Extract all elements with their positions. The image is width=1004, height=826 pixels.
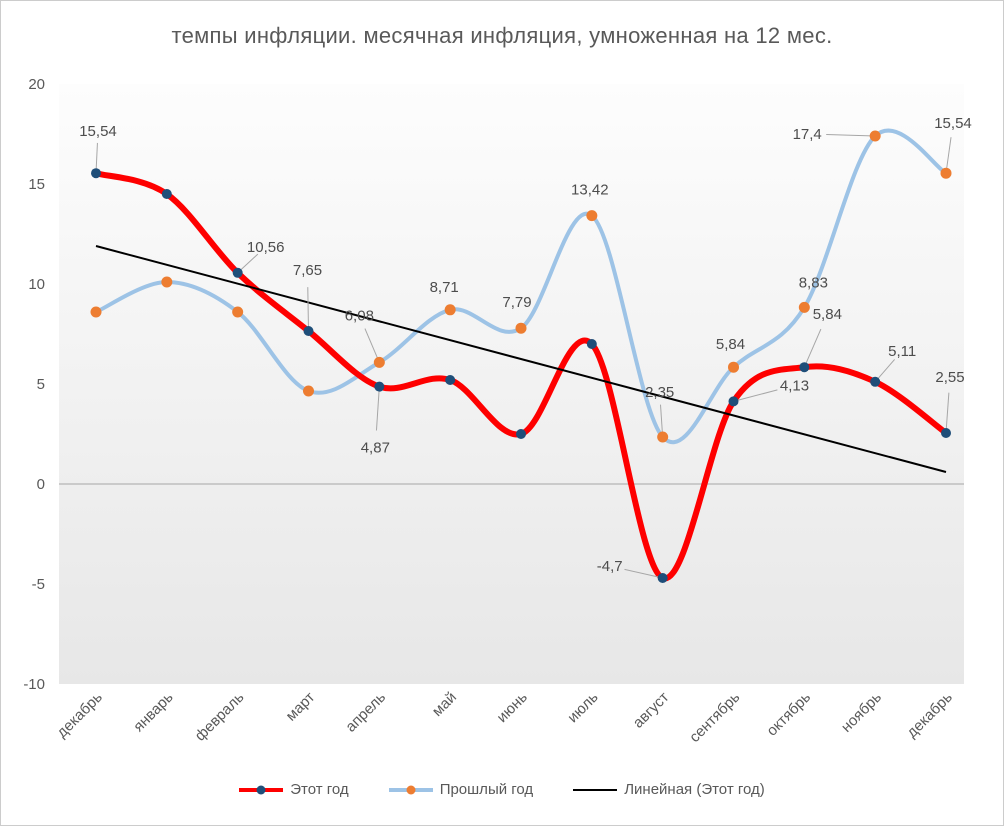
x-axis-category-label: ноябрь [838, 689, 885, 736]
plot-background [59, 84, 964, 684]
legend-key-icon [239, 785, 284, 794]
x-axis-category-label: май [429, 689, 460, 720]
series-line-1 [94, 128, 948, 445]
legend-item-1: Прошлый год [388, 781, 534, 798]
data-label-leader [803, 328, 822, 368]
x-axis-category-label: март [283, 689, 319, 725]
data-point-marker-0 [445, 375, 456, 385]
data-label: 8,83 [799, 274, 828, 291]
x-axis-category-label: июнь [494, 689, 531, 726]
y-axis-tick-label: 15 [28, 176, 45, 193]
x-axis-category-label: декабрь [53, 689, 106, 742]
data-label: 15,54 [934, 115, 972, 132]
legend-item-label: Линейная (Этот год) [624, 781, 765, 798]
legend-item-label: Прошлый год [439, 781, 534, 798]
data-point-marker-0 [657, 573, 668, 583]
legend-item-2: Линейная (Этот год) [573, 781, 765, 798]
data-label: 7,79 [502, 294, 531, 311]
data-label-leader [364, 328, 380, 363]
data-point-marker-0 [91, 168, 101, 179]
data-label-leader [307, 287, 309, 332]
data-label: 4,87 [361, 440, 390, 457]
data-point-marker-1 [586, 210, 598, 222]
x-axis-category-label: январь [130, 689, 177, 736]
data-label: 5,84 [813, 306, 842, 323]
series-line-0 [93, 170, 949, 582]
x-axis-category-label: октябрь [763, 689, 814, 740]
legend-key-icon [573, 788, 618, 791]
y-axis-tick-label: 5 [37, 376, 45, 393]
chart-plot-area: 20 15 10 5 0 -5 -10 декабрь январь февраль март апр… [23, 76, 972, 746]
y-axis-tick-label: 10 [28, 276, 45, 293]
data-label: 2,55 [935, 369, 964, 386]
data-label: 13,42 [571, 182, 609, 199]
data-point-marker-0 [941, 428, 951, 438]
y-axis-tick-label: 20 [28, 76, 45, 93]
data-point-marker-0 [374, 381, 385, 392]
data-label: -4,7 [597, 558, 623, 575]
data-label-leader [375, 386, 380, 431]
data-label: 8,71 [430, 279, 459, 296]
data-label: 6,08 [345, 307, 374, 324]
data-label-leader [945, 137, 952, 174]
data-point-marker-0 [161, 189, 172, 199]
x-axis-category-label: июль [564, 689, 602, 727]
data-point-marker-0 [303, 326, 314, 336]
x-axis-category-label: сентябрь [686, 689, 743, 746]
data-point-marker-1 [869, 130, 881, 142]
data-point-marker-1 [515, 322, 527, 334]
y-axis-tick-label: 0 [37, 476, 45, 493]
data-label: 5,11 [888, 343, 916, 360]
data-label-leader [95, 142, 98, 174]
x-axis-category-label: декабрь [903, 689, 956, 742]
data-point-marker-1 [657, 431, 669, 443]
data-label-leader [733, 389, 778, 402]
data-label: 17,4 [793, 126, 822, 143]
y-axis-tick-label: -5 [32, 576, 45, 593]
data-point-marker-1 [232, 306, 244, 318]
data-point-marker-1 [303, 385, 314, 397]
data-label-leader [624, 568, 663, 579]
data-point-marker-0 [586, 339, 597, 349]
legend-item-label: Этот год [290, 781, 349, 798]
data-point-marker-0 [799, 362, 810, 373]
x-axis-category-label: апрель [342, 689, 389, 736]
data-label: 15,54 [79, 123, 117, 140]
data-point-marker-1 [90, 306, 102, 318]
data-point-marker-1 [728, 361, 739, 373]
data-point-marker-1 [798, 301, 810, 313]
data-label: 7,65 [293, 262, 322, 279]
trendline [95, 245, 947, 473]
data-point-marker-1 [940, 167, 952, 179]
data-label: 4,13 [780, 377, 809, 394]
data-point-marker-0 [232, 267, 243, 278]
data-point-marker-0 [516, 429, 526, 439]
data-label: 5,84 [716, 336, 745, 353]
data-point-marker-0 [728, 396, 739, 407]
data-point-marker-1 [161, 276, 173, 288]
data-label-leader [945, 392, 950, 434]
data-label-leader [826, 134, 876, 137]
legend-key-icon [388, 785, 433, 794]
x-axis-category-label: февраль [192, 689, 248, 745]
y-axis-tick-label: -10 [23, 676, 45, 693]
data-label: 10,56 [247, 239, 285, 256]
chart-title: темпы инфляции. месячная инфляция, умнож… [171, 23, 833, 48]
x-axis-category-label: август [630, 689, 673, 732]
data-point-marker-1 [373, 356, 385, 368]
data-point-marker-1 [444, 304, 456, 316]
data-label: 2,35 [645, 384, 674, 401]
legend-item-0: Этот год [239, 781, 349, 798]
data-point-marker-0 [870, 376, 881, 387]
chart-legend: Этот год Прошлый год Линейная (Этот год) [1, 781, 1003, 798]
